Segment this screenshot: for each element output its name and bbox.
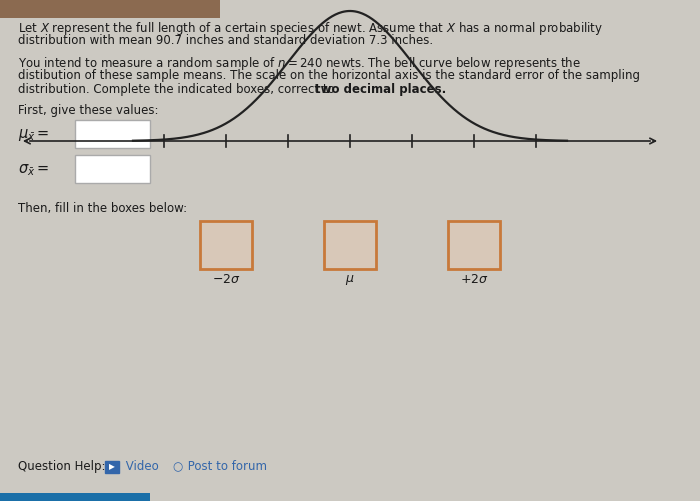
Text: You intend to measure a random sample of $n = 240$ newts. The bell curve below r: You intend to measure a random sample of… (18, 55, 581, 72)
FancyBboxPatch shape (324, 221, 376, 269)
Text: Question Help:: Question Help: (18, 460, 106, 473)
Text: $+2\sigma$: $+2\sigma$ (460, 273, 489, 286)
FancyBboxPatch shape (200, 221, 252, 269)
Text: distribution. Complete the indicated boxes, correct to: distribution. Complete the indicated box… (18, 83, 339, 96)
Text: Video: Video (122, 460, 159, 473)
Text: $\mu$: $\mu$ (345, 273, 355, 287)
Text: two decimal places.: two decimal places. (315, 83, 447, 96)
FancyBboxPatch shape (105, 461, 119, 473)
Text: $-2\sigma$: $-2\sigma$ (211, 273, 240, 286)
FancyBboxPatch shape (0, 493, 150, 501)
Text: Post to forum: Post to forum (184, 460, 267, 473)
Text: distibution of these sample means. The scale on the horizontal axis is the stand: distibution of these sample means. The s… (18, 69, 640, 82)
Text: First, give these values:: First, give these values: (18, 104, 158, 117)
Text: $\sigma_{\bar{x}}=$: $\sigma_{\bar{x}}=$ (18, 162, 49, 178)
FancyBboxPatch shape (0, 0, 220, 18)
Text: ▶: ▶ (109, 462, 115, 471)
Text: Then, fill in the boxes below:: Then, fill in the boxes below: (18, 202, 187, 215)
FancyBboxPatch shape (75, 155, 150, 183)
Text: Let $X$ represent the full length of a certain species of newt. Assume that $X$ : Let $X$ represent the full length of a c… (18, 20, 603, 37)
Text: distribution with mean 90.7 inches and standard deviation 7.3 inches.: distribution with mean 90.7 inches and s… (18, 34, 433, 47)
Text: $\mu_{\bar{x}}=$: $\mu_{\bar{x}}=$ (18, 127, 50, 143)
Text: ○: ○ (172, 460, 182, 473)
FancyBboxPatch shape (448, 221, 500, 269)
FancyBboxPatch shape (75, 120, 150, 148)
